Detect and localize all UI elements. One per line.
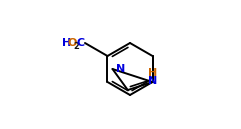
Text: N: N	[148, 76, 157, 86]
Text: H: H	[148, 68, 157, 78]
Text: 2: 2	[74, 42, 79, 51]
Text: C: C	[76, 38, 84, 48]
Text: H: H	[62, 38, 71, 48]
Text: N: N	[116, 64, 125, 74]
Text: O: O	[67, 38, 77, 48]
